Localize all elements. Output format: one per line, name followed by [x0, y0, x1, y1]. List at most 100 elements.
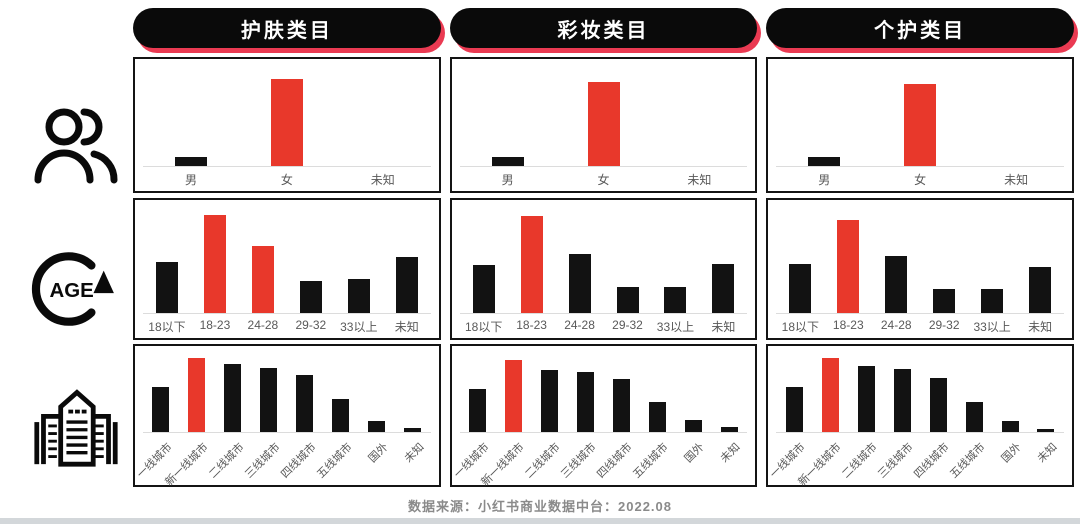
category-title-pill: 彩妆类目: [449, 8, 758, 48]
bar-personalcare-city-5: [929, 378, 947, 432]
bar-skincare-age-2: [203, 215, 226, 313]
bar-slot: 未知: [394, 356, 431, 485]
bar-skincare-city-3: [224, 364, 242, 432]
bar-slot: 24-28: [555, 210, 604, 336]
age-cycle-icon: AGE: [26, 246, 118, 337]
axis-label: 29-32: [295, 318, 327, 332]
bar-skincare-age-6: [395, 257, 418, 313]
bar-slot: 国外: [358, 356, 395, 485]
axis-label: 未知: [1028, 320, 1053, 334]
bar-slot: 五线城市: [315, 356, 359, 485]
bar-slot: 未知: [651, 69, 748, 189]
age-chart: 18以下 18-23 24-28 29-32 33以上 未知: [766, 198, 1075, 340]
axis-label: 18-23: [832, 318, 864, 332]
chart-grid: 护肤类目 男女未知 18以下 18-23 24-28 29-32 33以上 未知 一线城市…: [133, 0, 1075, 492]
bar-personalcare-age-2: [837, 220, 860, 313]
bar-slot: 33以上: [651, 210, 700, 336]
bar-makeup-age-4: [616, 287, 639, 313]
bar-personalcare-city-4: [893, 368, 911, 432]
axis-label: 国外: [999, 441, 1024, 466]
bar-slot: 未知: [968, 69, 1065, 189]
bar-slot: 国外: [675, 356, 712, 485]
axis-label: 18以下: [464, 320, 503, 334]
bar-makeup-gender-1: [491, 157, 524, 166]
bar-skincare-city-8: [404, 428, 422, 432]
category-title: 护肤类目: [240, 19, 333, 42]
bar-slot: 男: [776, 69, 873, 189]
axis-label: 未知: [402, 441, 427, 466]
bar-skincare-city-1: [152, 387, 170, 432]
axis-label: 24-28: [247, 318, 279, 332]
bar-slot: 18以下: [143, 210, 191, 336]
bar-slot: 33以上: [968, 210, 1017, 336]
category-title: 个护类目: [874, 19, 967, 42]
category-title-pill: 个护类目: [766, 8, 1075, 48]
bar-slot: 未知: [711, 356, 748, 485]
axis-label: 男: [184, 173, 197, 187]
axis-label: 24-28: [880, 318, 912, 332]
axis-label: 国外: [366, 441, 391, 466]
age-chart: 18以下 18-23 24-28 29-32 33以上 未知: [133, 198, 441, 340]
bar-slot: 五线城市: [948, 356, 993, 485]
bar-makeup-city-4: [577, 371, 594, 432]
bar-makeup-city-8: [720, 426, 738, 432]
axis-label: 18-23: [516, 318, 547, 332]
bar-skincare-city-5: [296, 375, 314, 432]
axis-label: 33以上: [656, 320, 695, 334]
axis-label: 33以上: [340, 320, 378, 334]
bar-personalcare-age-1: [789, 263, 812, 313]
bar-slot: 24-28: [238, 210, 287, 336]
bar-personalcare-gender-2: [904, 83, 937, 166]
axis-label: 男: [818, 173, 831, 187]
axis-label: 33以上: [973, 320, 1011, 334]
axis-label: 国外: [682, 441, 707, 466]
bottom-divider: [0, 518, 1080, 524]
bar-personalcare-city-6: [965, 401, 983, 432]
bar-slot: 未知: [334, 69, 431, 189]
bar-slot: 二线城市: [523, 356, 568, 485]
bar-slot: 三线城市: [559, 356, 604, 485]
bar-personalcare-age-5: [981, 289, 1004, 313]
bar-personalcare-city-8: [1037, 428, 1055, 432]
bar-slot: 29-32: [286, 210, 335, 336]
age-chart: 18以下 18-23 24-28 29-32 33以上 未知: [449, 198, 758, 340]
bar-slot: 二线城市: [207, 356, 251, 485]
axis-label: 女: [597, 173, 610, 187]
bar-makeup-age-3: [568, 254, 591, 313]
gender-chart: 男 女 未知: [133, 57, 441, 193]
bar-slot: 女: [555, 69, 652, 189]
data-source-note: 数据来源：小红书商业数据中台：2022.08: [408, 499, 672, 514]
bar-personalcare-age-3: [885, 256, 908, 313]
bar-makeup-city-6: [648, 401, 666, 432]
bar-skincare-city-4: [260, 368, 278, 432]
bar-personalcare-city-7: [1001, 421, 1019, 432]
column-skincare: 护肤类目 男女未知 18以下 18-23 24-28 29-32 33以上 未知 一线城市…: [133, 0, 441, 492]
bar-personalcare-age-4: [933, 289, 956, 313]
bar-slot: 18以下: [459, 210, 508, 336]
bar-slot: 二线城市: [840, 356, 885, 485]
bar-skincare-gender-1: [174, 157, 207, 166]
bar-makeup-city-5: [612, 378, 630, 432]
bar-personalcare-city-2: [821, 358, 839, 432]
bar-slot: 四线城市: [912, 356, 957, 485]
axis-label: 18-23: [199, 318, 231, 332]
axis-label: 未知: [1035, 441, 1060, 466]
column-personal-care: 个护类目 男女未知 18以下 18-23 24-28 29-32 33以上 未知 一线城市…: [766, 0, 1075, 492]
gender-chart: 男 女 未知: [449, 57, 758, 193]
gender-people-icon: [26, 98, 122, 195]
bar-slot: 18-23: [507, 210, 556, 336]
category-title: 彩妆类目: [557, 19, 650, 42]
axis-label: 未知: [1004, 173, 1029, 187]
age-icon-label: AGE: [50, 279, 94, 302]
bar-slot: 四线城市: [279, 356, 323, 485]
bar-makeup-gender-2: [587, 81, 620, 166]
bar-slot: 新一线城市: [796, 356, 849, 488]
bar-skincare-age-5: [347, 279, 370, 313]
category-title-pill: 护肤类目: [133, 8, 441, 48]
bar-makeup-city-2: [505, 359, 523, 432]
bar-slot: 女: [872, 69, 969, 189]
bar-slot: 18-23: [824, 210, 873, 336]
axis-label: 男: [501, 173, 514, 187]
bar-makeup-city-1: [469, 389, 487, 432]
